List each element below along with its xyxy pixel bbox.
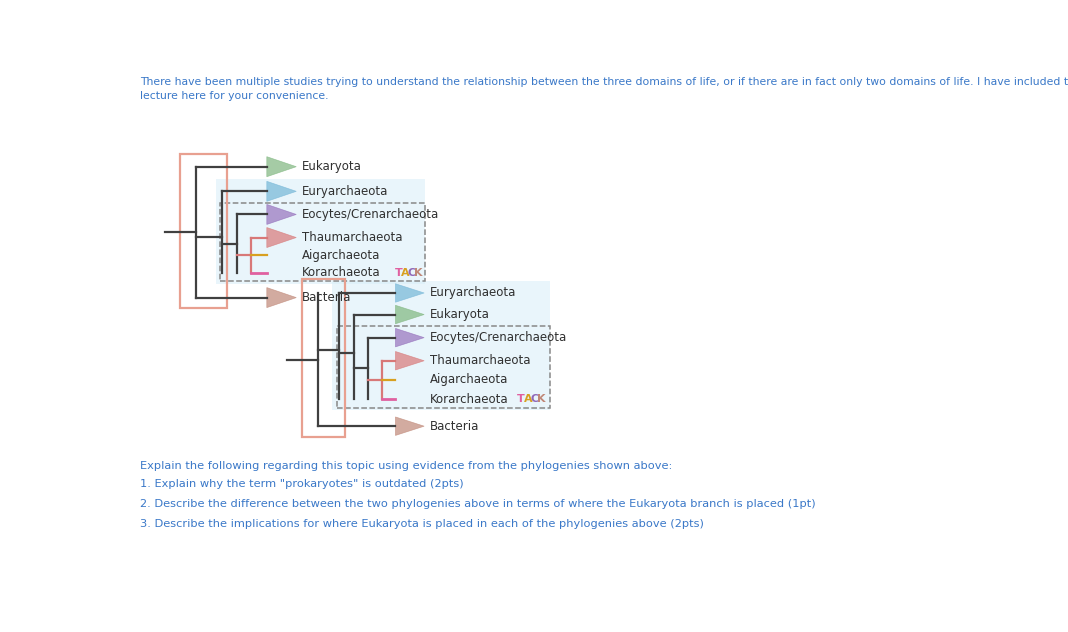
Text: Aigarchaeota: Aigarchaeota xyxy=(429,374,508,387)
Text: Euryarchaeota: Euryarchaeota xyxy=(429,286,516,300)
Text: Eocytes/Crenarchaeota: Eocytes/Crenarchaeota xyxy=(301,208,439,221)
Text: There have been multiple studies trying to understand the relationship between t: There have been multiple studies trying … xyxy=(140,77,1068,100)
Text: Bacteria: Bacteria xyxy=(301,291,351,304)
FancyBboxPatch shape xyxy=(216,179,425,284)
Text: Aigarchaeota: Aigarchaeota xyxy=(301,249,380,262)
Text: Korarchaeota: Korarchaeota xyxy=(301,267,380,279)
Text: Thaumarchaeota: Thaumarchaeota xyxy=(301,231,403,244)
Text: Eukaryota: Eukaryota xyxy=(301,160,362,173)
Polygon shape xyxy=(267,288,296,308)
Text: Explain the following regarding this topic using evidence from the phylogenies s: Explain the following regarding this top… xyxy=(140,461,672,471)
Polygon shape xyxy=(395,305,424,324)
Text: Eocytes/Crenarchaeota: Eocytes/Crenarchaeota xyxy=(429,331,567,344)
Text: Euryarchaeota: Euryarchaeota xyxy=(301,185,388,198)
Text: 2. Describe the difference between the two phylogenies above in terms of where t: 2. Describe the difference between the t… xyxy=(140,499,815,509)
Polygon shape xyxy=(267,204,296,224)
Polygon shape xyxy=(395,351,424,370)
Text: 3. Describe the implications for where Eukaryota is placed in each of the phylog: 3. Describe the implications for where E… xyxy=(140,520,704,530)
Text: Thaumarchaeota: Thaumarchaeota xyxy=(429,355,530,367)
Text: T: T xyxy=(517,394,524,404)
Text: 1. Explain why the term "prokaryotes" is outdated (2pts): 1. Explain why the term "prokaryotes" is… xyxy=(140,479,464,489)
Polygon shape xyxy=(395,329,424,347)
Text: K: K xyxy=(537,394,546,404)
Text: C: C xyxy=(531,394,538,404)
Text: T: T xyxy=(395,268,403,278)
Polygon shape xyxy=(395,417,424,435)
Text: Bacteria: Bacteria xyxy=(429,420,478,433)
Text: Eukaryota: Eukaryota xyxy=(429,308,489,321)
Text: K: K xyxy=(414,268,423,278)
Text: A: A xyxy=(402,268,410,278)
Polygon shape xyxy=(267,228,296,248)
Polygon shape xyxy=(395,284,424,302)
Text: A: A xyxy=(523,394,532,404)
FancyBboxPatch shape xyxy=(332,281,550,410)
Polygon shape xyxy=(267,157,296,177)
Text: Korarchaeota: Korarchaeota xyxy=(429,392,508,406)
Polygon shape xyxy=(267,181,296,202)
Text: C: C xyxy=(408,268,415,278)
